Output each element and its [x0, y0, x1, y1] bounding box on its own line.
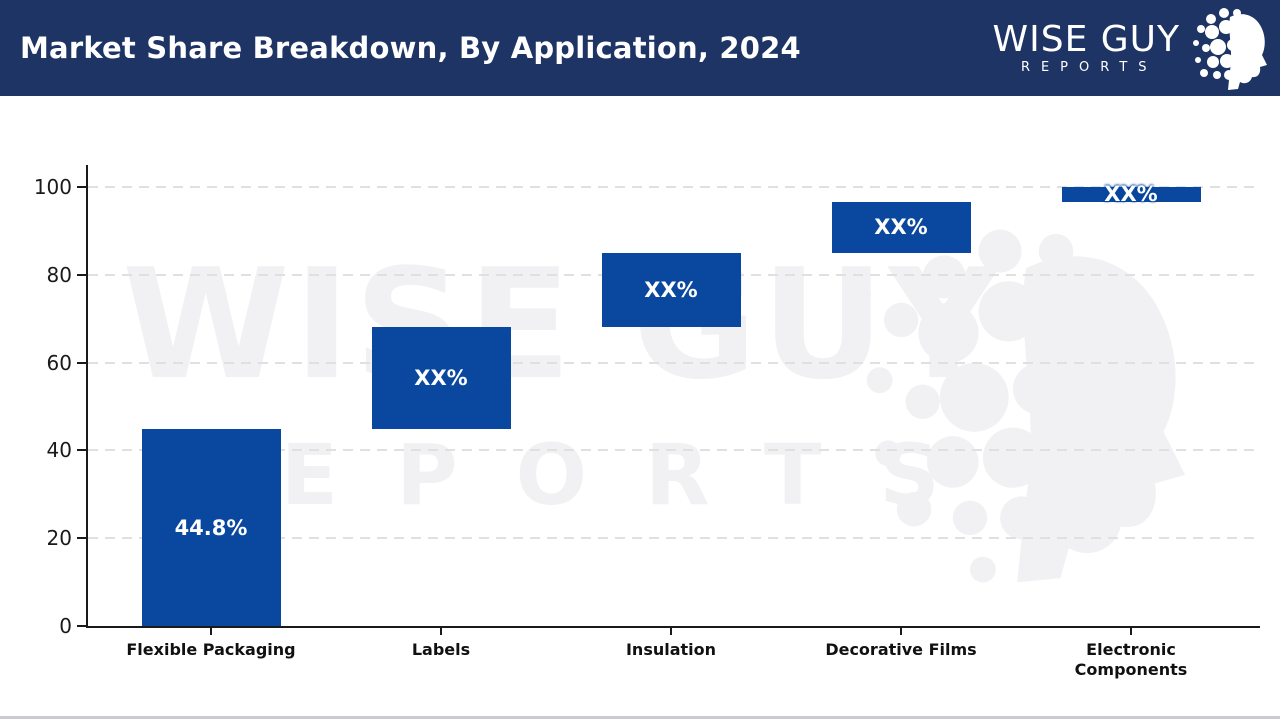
bar-segment	[371, 327, 511, 430]
x-category-label: Electronic Components	[1074, 640, 1188, 679]
watermark-brand-name: WISE GUY	[122, 236, 1003, 413]
x-tick-mark	[210, 628, 212, 635]
x-tick-mark	[1130, 628, 1132, 635]
bar-value-label: XX%	[644, 277, 698, 302]
watermark-head-icon	[853, 229, 1186, 583]
y-grid-line	[88, 537, 1260, 540]
y-tick-label: 80	[46, 262, 72, 287]
y-tick-mark	[77, 186, 86, 188]
bar-value-label: XX%	[874, 215, 928, 240]
y-tick-label: 20	[46, 526, 72, 551]
y-tick-mark	[77, 273, 86, 276]
y-tick-label: 60	[46, 350, 72, 375]
y-tick-mark	[77, 361, 86, 364]
y-grid-line	[88, 361, 1260, 364]
bar-value-label: XX%	[1104, 182, 1158, 207]
bar-value-label: XX%	[414, 366, 468, 391]
x-category-label: Labels	[411, 640, 471, 659]
bar-segment	[141, 429, 281, 626]
brand-logo-text: WISE GUY REPORTS	[993, 21, 1181, 75]
watermark: WISE GUY REPORTS	[0, 96, 1280, 720]
y-tick-mark	[77, 537, 86, 540]
y-tick-mark	[77, 625, 86, 627]
page-title: Market Share Breakdown, By Application, …	[20, 31, 801, 65]
y-tick-label: 100	[33, 175, 72, 199]
x-tick-mark	[440, 628, 442, 635]
x-category-label: Insulation	[625, 640, 717, 659]
x-tick-mark	[900, 628, 902, 635]
x-category-label: Flexible Packaging	[126, 640, 296, 659]
header-bar: Market Share Breakdown, By Application, …	[0, 0, 1280, 96]
bar-segment	[1061, 187, 1201, 202]
brand-subname: REPORTS	[1020, 59, 1158, 75]
bar-segment	[601, 252, 741, 328]
brand-head-icon	[1193, 8, 1267, 90]
y-tick-mark	[77, 449, 86, 452]
bar-segment	[831, 201, 971, 253]
y-grid-line	[88, 449, 1260, 452]
y-axis-line	[86, 165, 88, 628]
watermark-brand-subname: REPORTS	[158, 426, 998, 524]
y-tick-label: 40	[46, 438, 72, 463]
y-grid-line	[88, 186, 1260, 188]
x-category-label: Decorative Films	[825, 640, 977, 659]
x-axis-line	[86, 626, 1260, 628]
x-tick-mark	[670, 628, 672, 635]
bar-value-label: 44.8%	[174, 515, 248, 540]
bottom-rule	[0, 716, 1280, 719]
brand-logo: WISE GUY REPORTS	[993, 5, 1280, 91]
y-tick-label: 0	[59, 614, 72, 638]
brand-name: WISE GUY	[992, 19, 1180, 61]
